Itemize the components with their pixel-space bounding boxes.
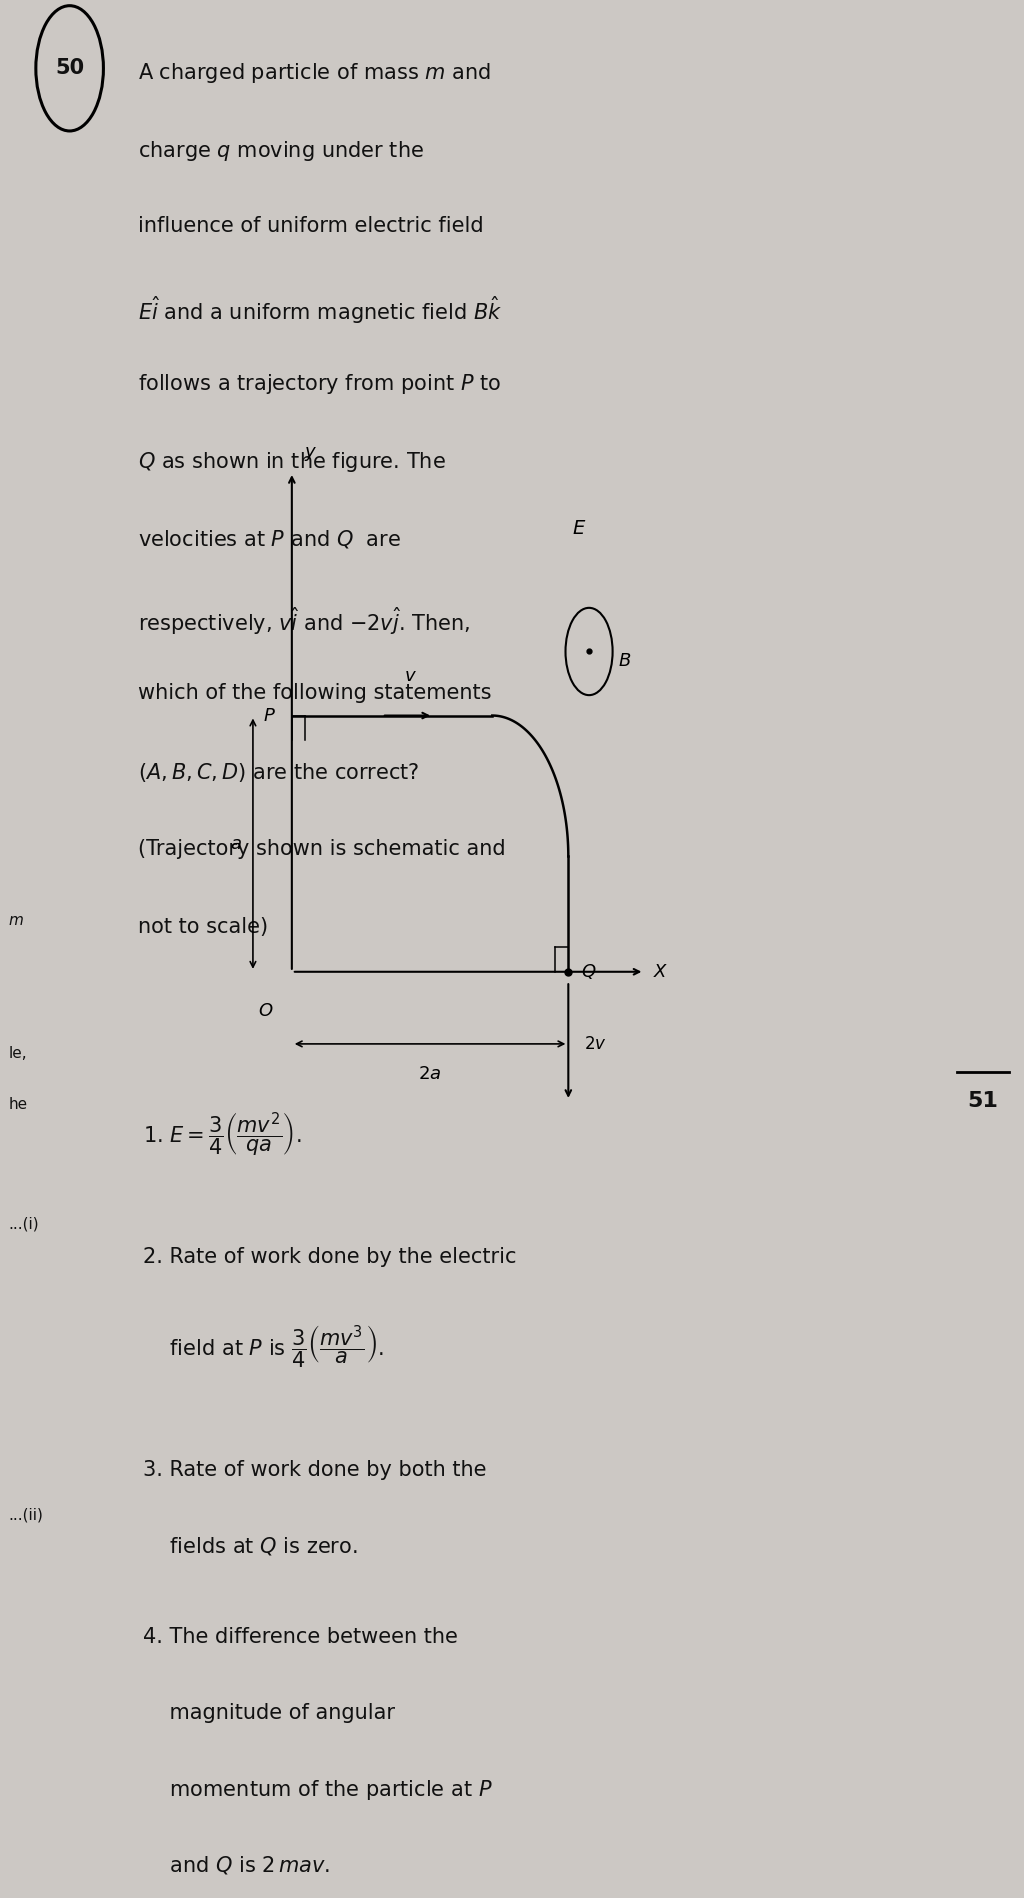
Text: field at $P$ is $\dfrac{3}{4}\left(\dfrac{mv^3}{a}\right).$: field at $P$ is $\dfrac{3}{4}\left(\dfra… [143, 1323, 385, 1370]
Text: 51: 51 [968, 1091, 998, 1112]
Text: $\mathit{m}$: $\mathit{m}$ [8, 913, 24, 928]
Text: $a$: $a$ [229, 835, 242, 852]
Text: $2a$: $2a$ [419, 1065, 441, 1084]
Text: $y$: $y$ [304, 444, 317, 463]
Text: he: he [8, 1097, 28, 1112]
Text: ...(i): ...(i) [8, 1217, 39, 1232]
Text: $E\hat{i}$ and a uniform magnetic field $B\hat{k}$: $E\hat{i}$ and a uniform magnetic field … [138, 294, 503, 326]
Text: ...(ii): ...(ii) [8, 1507, 43, 1522]
Text: A charged particle of mass $m$ and: A charged particle of mass $m$ and [138, 61, 492, 85]
Text: momentum of the particle at $P$: momentum of the particle at $P$ [143, 1778, 493, 1803]
Text: not to scale): not to scale) [138, 917, 268, 938]
Text: $Q$: $Q$ [581, 962, 596, 981]
Text: (Trajectory shown is schematic and: (Trajectory shown is schematic and [138, 839, 506, 860]
Text: velocities at $P$ and $Q$  are: velocities at $P$ and $Q$ are [138, 528, 401, 550]
Text: $v$: $v$ [404, 668, 417, 685]
Text: and $Q$ is $2\,mav$.: and $Q$ is $2\,mav$. [143, 1854, 331, 1877]
Text: magnitude of angular: magnitude of angular [143, 1703, 395, 1723]
Text: le,: le, [8, 1046, 27, 1061]
Text: which of the following statements: which of the following statements [138, 683, 492, 704]
Text: 4. The difference between the: 4. The difference between the [143, 1627, 458, 1647]
Text: $X$: $X$ [652, 962, 668, 981]
Text: 2. Rate of work done by the electric: 2. Rate of work done by the electric [143, 1247, 517, 1268]
Text: $B$: $B$ [617, 653, 631, 670]
Text: charge $q$ moving under the: charge $q$ moving under the [138, 139, 424, 163]
Text: $Q$ as shown in the figure. The: $Q$ as shown in the figure. The [138, 450, 446, 474]
Text: $2v$: $2v$ [584, 1034, 606, 1053]
Text: 1. $E = \dfrac{3}{4}\left(\dfrac{mv^2}{qa}\right).$: 1. $E = \dfrac{3}{4}\left(\dfrac{mv^2}{q… [143, 1110, 302, 1158]
Text: influence of uniform electric field: influence of uniform electric field [138, 216, 484, 237]
Text: 50: 50 [55, 59, 84, 78]
Text: fields at $Q$ is zero.: fields at $Q$ is zero. [143, 1535, 358, 1558]
Text: respectively, $v\hat{i}$ and $-2v\hat{j}$. Then,: respectively, $v\hat{i}$ and $-2v\hat{j}… [138, 605, 470, 638]
Text: $O$: $O$ [258, 1002, 273, 1019]
Text: $E$: $E$ [571, 518, 586, 537]
Text: 3. Rate of work done by both the: 3. Rate of work done by both the [143, 1460, 486, 1480]
Text: $P$: $P$ [262, 706, 275, 725]
Text: $(A,B,C,D)$ are the correct?: $(A,B,C,D)$ are the correct? [138, 761, 420, 784]
Text: follows a trajectory from point $P$ to: follows a trajectory from point $P$ to [138, 372, 502, 397]
